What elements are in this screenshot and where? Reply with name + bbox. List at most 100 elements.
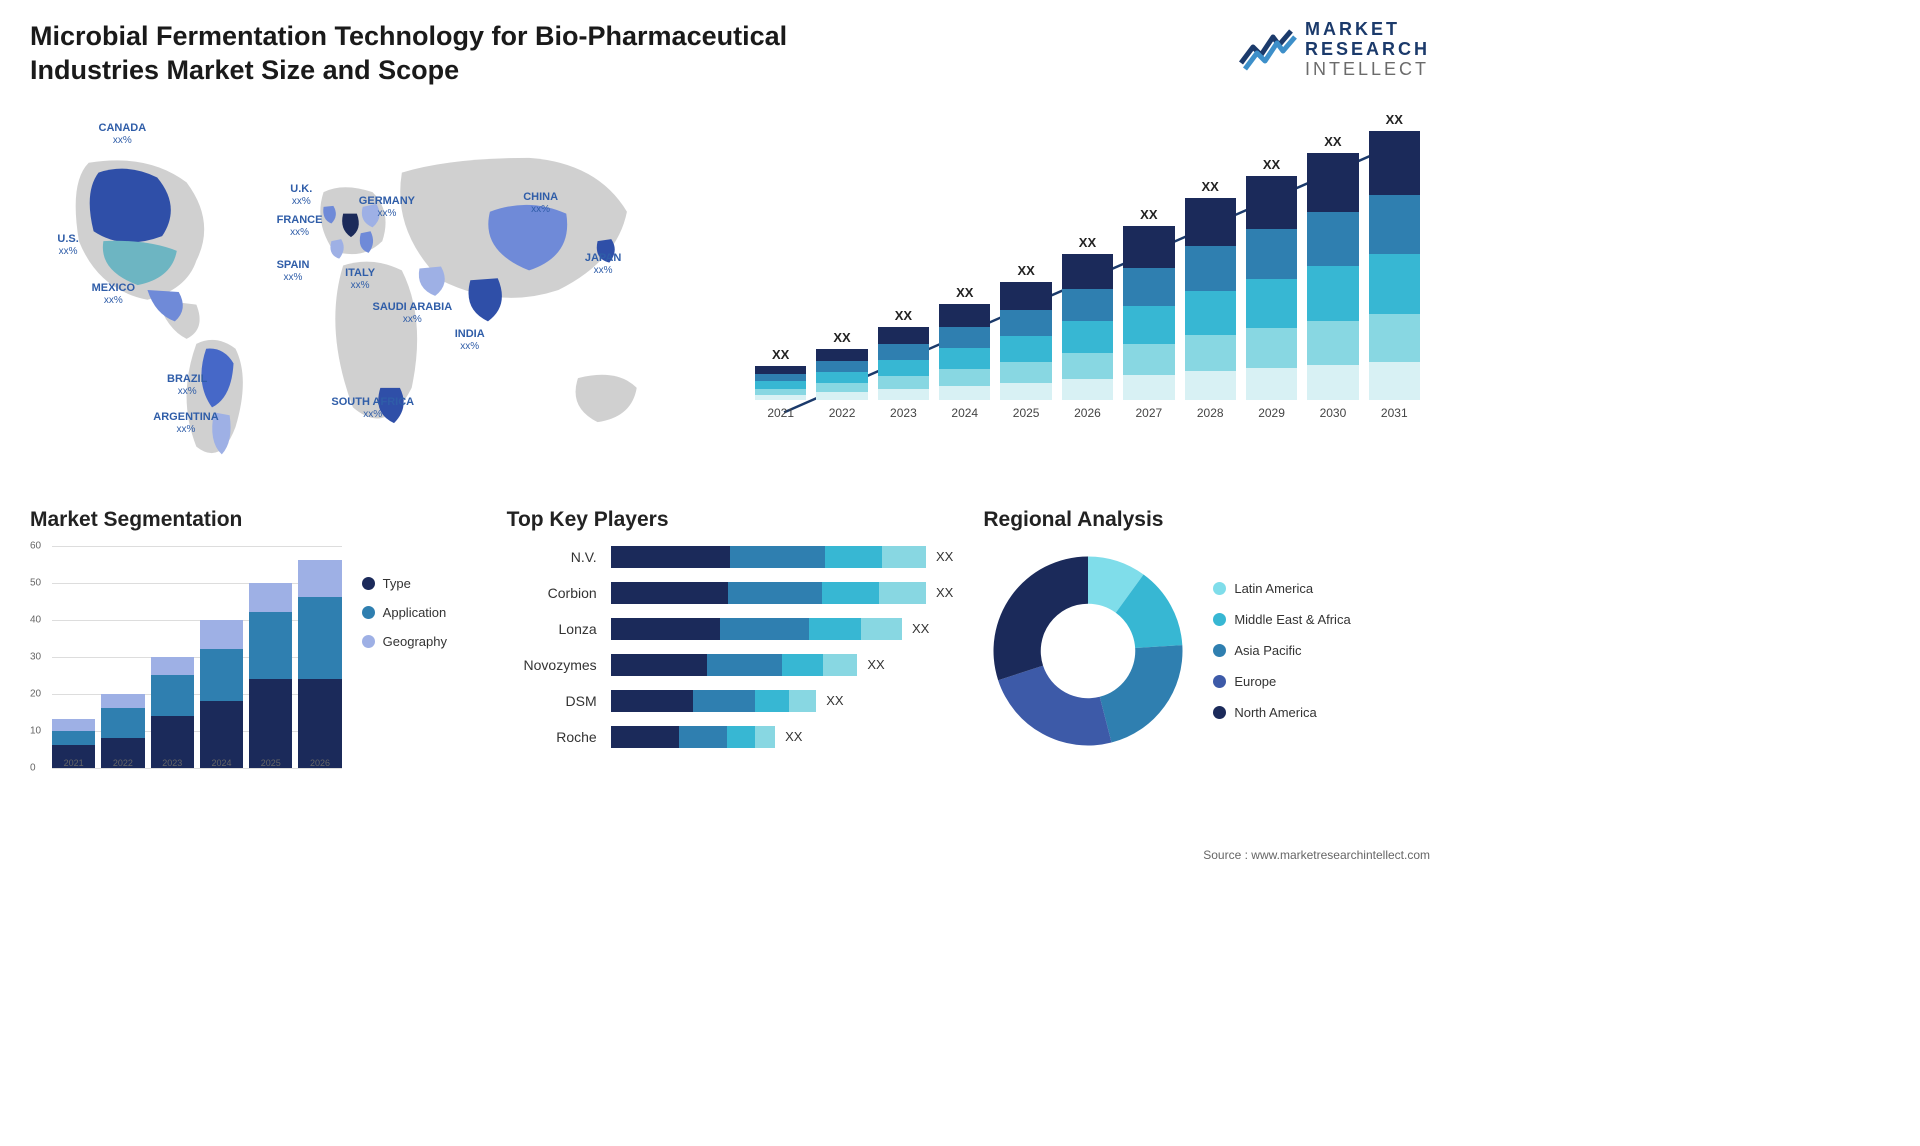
bar-segment bbox=[1246, 328, 1297, 368]
player-bar-row: XX bbox=[611, 546, 954, 568]
bar-year-label: 2021 bbox=[767, 406, 794, 420]
main-bar-column: XX 2024 bbox=[939, 285, 990, 419]
legend-item: Middle East & Africa bbox=[1213, 612, 1350, 627]
bar-year-label: 2023 bbox=[162, 758, 182, 768]
main-bar-column: XX2031 bbox=[1369, 112, 1420, 420]
stacked-bar bbox=[816, 349, 867, 399]
bar-segment bbox=[298, 560, 341, 597]
bar-year-label: 2026 bbox=[1074, 406, 1101, 420]
bar-segment bbox=[728, 582, 822, 604]
brand-logo: MARKET RESEARCH INTELLECT bbox=[1239, 20, 1430, 79]
bar-value-label: XX bbox=[1263, 157, 1280, 172]
regional-panel: Regional Analysis Latin AmericaMiddle Ea… bbox=[983, 508, 1430, 786]
bar-segment bbox=[1062, 379, 1113, 399]
stacked-bar bbox=[878, 327, 929, 400]
stacked-bar bbox=[1369, 131, 1420, 400]
bar-segment bbox=[298, 679, 341, 768]
bar-segment bbox=[1062, 321, 1113, 353]
stacked-bar bbox=[151, 657, 194, 768]
bar-value-label: XX bbox=[1202, 179, 1219, 194]
bar-segment bbox=[1369, 362, 1420, 400]
logo-text-3: INTELLECT bbox=[1305, 60, 1430, 80]
bar-value-label: XX bbox=[895, 308, 912, 323]
legend-label: Application bbox=[383, 605, 447, 620]
map-label: U.K.xx% bbox=[290, 183, 312, 207]
bar-segment bbox=[816, 372, 867, 383]
bar-segment bbox=[1246, 368, 1297, 399]
stacked-hbar bbox=[611, 582, 926, 604]
axis-tick-label: 20 bbox=[30, 688, 41, 699]
bar-segment bbox=[1123, 268, 1174, 306]
bar-segment bbox=[816, 383, 867, 392]
segmentation-title: Market Segmentation bbox=[30, 508, 477, 532]
legend-label: Asia Pacific bbox=[1234, 643, 1301, 658]
bar-year-label: 2026 bbox=[310, 758, 330, 768]
donut-slice bbox=[998, 665, 1111, 745]
key-players-title: Top Key Players bbox=[507, 508, 954, 532]
bar-segment bbox=[939, 304, 990, 327]
stacked-bar bbox=[249, 583, 292, 768]
seg-bar-column: 2021 bbox=[52, 719, 95, 767]
bar-segment bbox=[611, 582, 728, 604]
legend-swatch bbox=[1213, 613, 1226, 626]
bar-segment bbox=[1307, 266, 1358, 320]
bar-year-label: 2024 bbox=[951, 406, 978, 420]
stacked-bar bbox=[1000, 282, 1051, 400]
bar-segment bbox=[151, 657, 194, 676]
main-bar-column: XX2022 bbox=[816, 330, 867, 419]
bar-segment bbox=[52, 731, 95, 746]
player-name: Novozymes bbox=[524, 654, 597, 676]
bar-segment bbox=[707, 654, 782, 676]
bar-segment bbox=[822, 582, 879, 604]
bar-segment bbox=[1369, 131, 1420, 196]
bar-segment bbox=[825, 546, 882, 568]
stacked-bar bbox=[1246, 176, 1297, 400]
bar-value-label: XX bbox=[956, 285, 973, 300]
bar-segment bbox=[1369, 314, 1420, 362]
bar-year-label: 2024 bbox=[211, 758, 231, 768]
main-bar-column: XX 2026 bbox=[1062, 235, 1113, 420]
map-label: BRAZILxx% bbox=[167, 373, 207, 397]
legend-item: Europe bbox=[1213, 674, 1350, 689]
player-name: Lonza bbox=[559, 618, 597, 640]
bar-segment bbox=[693, 690, 755, 712]
bar-segment bbox=[1123, 226, 1174, 268]
bar-segment bbox=[200, 620, 243, 650]
bar-segment bbox=[755, 366, 806, 374]
bar-segment bbox=[882, 546, 926, 568]
key-players-chart: N.V.CorbionLonzaNovozymesDSMRoche XXXXXX… bbox=[507, 546, 954, 748]
bar-segment bbox=[1246, 176, 1297, 230]
grid-line bbox=[52, 768, 342, 769]
logo-text-1: MARKET bbox=[1305, 20, 1430, 40]
bar-segment bbox=[249, 679, 292, 768]
legend-swatch bbox=[1213, 644, 1226, 657]
player-bar-row: XX bbox=[611, 582, 954, 604]
bar-segment bbox=[1000, 383, 1051, 399]
stacked-bar bbox=[200, 620, 243, 768]
legend-swatch bbox=[1213, 582, 1226, 595]
bar-value-label: XX bbox=[912, 621, 929, 636]
legend-label: Europe bbox=[1234, 674, 1276, 689]
bar-segment bbox=[1185, 291, 1236, 335]
bar-value-label: XX bbox=[1079, 235, 1096, 250]
map-label: SAUDI ARABIAxx% bbox=[373, 301, 453, 325]
bar-segment bbox=[816, 349, 867, 361]
bar-value-label: XX bbox=[1017, 263, 1034, 278]
bar-segment bbox=[1185, 246, 1236, 290]
bar-segment bbox=[52, 719, 95, 730]
stacked-bar bbox=[1307, 153, 1358, 399]
map-label: U.S.xx% bbox=[57, 233, 78, 257]
bar-segment bbox=[1307, 365, 1358, 399]
bar-value-label: XX bbox=[785, 729, 802, 744]
main-bar-column: XX2025 bbox=[1000, 263, 1051, 420]
bar-segment bbox=[611, 654, 707, 676]
player-name: Corbion bbox=[548, 582, 597, 604]
stacked-hbar bbox=[611, 618, 902, 640]
player-bar-row: XX bbox=[611, 618, 954, 640]
bar-value-label: XX bbox=[833, 330, 850, 345]
map-label: CANADAxx% bbox=[99, 122, 147, 146]
stacked-hbar bbox=[611, 546, 926, 568]
bar-segment bbox=[879, 582, 926, 604]
map-label: JAPANxx% bbox=[585, 252, 621, 276]
bar-segment bbox=[1123, 306, 1174, 344]
